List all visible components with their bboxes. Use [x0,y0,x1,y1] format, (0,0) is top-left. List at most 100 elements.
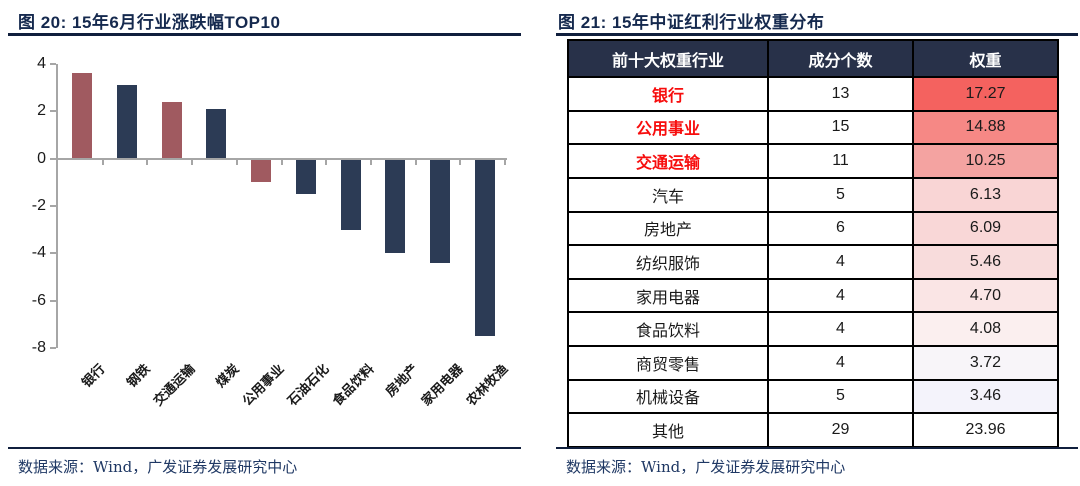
weight-cell: 6.13 [912,176,1059,213]
y-tick-label: 2 [37,102,46,120]
weight-cell: 3.72 [912,345,1059,381]
count-cell: 13 [767,76,914,112]
industry-cell: 房地产 [567,210,769,247]
table-header: 前十大权重行业 成分个数 权重 [567,39,1059,78]
y-tick-label: -8 [31,339,46,356]
column-header-2: 权重 [912,39,1059,78]
figure-20-title-rule [8,33,521,36]
table-row-5: 纺织服饰 4 5.46 [567,244,1059,280]
count-cell: 4 [767,277,914,314]
y-tick-label: 0 [37,149,46,167]
count-cell: 6 [767,210,914,247]
x-category-label-7: 房地产 [382,361,421,400]
table-row-1: 公用事业 15 14.88 [567,109,1059,146]
x-axis-tick [146,159,149,165]
industry-change-bar-chart: 4 2 0 -2 -4 -6 -8 银行 钢铁 交通运输 煤炭 公用事业 石油石化 食品饮料 房地产 家用电器… [31,55,511,409]
weight-cell: 6.09 [912,210,1059,247]
figure-21-title-rule [556,33,1078,36]
y-axis-tick [50,63,56,65]
count-cell: 5 [767,176,914,213]
count-cell: 5 [767,378,914,415]
industry-cell: 家用电器 [567,277,769,314]
y-tick-label: 4 [37,55,46,72]
industry-cell: 银行 [567,76,769,112]
count-cell: 15 [767,109,914,146]
x-category-label-5: 石油石化 [284,361,332,409]
x-axis [56,157,507,160]
table-row-7: 食品饮料 4 4.08 [567,311,1059,347]
bar-8 [429,158,450,263]
y-axis-tick [50,157,56,160]
y-tick-label: -4 [31,244,46,262]
industry-cell: 交通运输 [567,143,769,179]
x-category-label-1: 钢铁 [123,361,153,391]
x-axis-tick [191,159,194,165]
y-axis-tick [50,205,56,207]
x-category-label-8: 家用电器 [418,361,466,409]
weight-cell: 23.96 [912,412,1059,448]
industry-cell: 纺织服饰 [567,244,769,280]
industry-cell: 食品饮料 [567,311,769,347]
x-axis-tick [101,159,104,165]
figure-20-title: 图 20: 15年6月行业涨跌幅TOP10 [18,13,281,32]
x-axis-tick [414,159,417,165]
y-tick-label: -6 [31,291,46,309]
x-axis-tick [504,159,506,165]
x-axis-tick [280,159,283,165]
bar-3 [206,108,227,159]
y-axis-tick [50,252,56,255]
x-axis-tick [369,159,372,165]
y-tick-label: -2 [31,197,46,214]
bar-0 [72,73,93,159]
column-header-1: 成分个数 [767,39,914,78]
count-cell: 4 [767,311,914,347]
table-row-4: 房地产 6 6.09 [567,210,1059,247]
figure-21-title: 图 21: 15年中证红利行业权重分布 [558,13,825,32]
weight-cell: 14.88 [912,109,1059,146]
industry-cell: 其他 [567,412,769,448]
figure-20-footer-rule [8,447,521,449]
bar-9 [474,158,495,337]
table-row-0: 银行 13 17.27 [567,76,1059,112]
weight-cell: 3.46 [912,378,1059,415]
y-axis-tick [50,299,56,302]
industry-cell: 汽车 [567,176,769,213]
table-row-10: 其他 29 23.96 [567,412,1059,448]
x-axis-tick [325,159,328,165]
table-row-3: 汽车 5 6.13 [567,176,1059,213]
figure-21-footer-rule [556,447,1078,449]
y-axis [56,64,58,348]
weight-cell: 5.46 [912,244,1059,280]
table-row-8: 商贸零售 4 3.72 [567,345,1059,381]
x-category-label-0: 银行 [79,361,109,391]
x-category-label-3: 煤炭 [213,361,243,391]
industry-cell: 公用事业 [567,109,769,146]
table-row-6: 家用电器 4 4.70 [567,277,1059,314]
x-axis-tick [459,159,462,165]
weight-cell: 4.70 [912,277,1059,314]
weight-cell: 4.08 [912,311,1059,347]
x-category-label-9: 农林牧渔 [462,361,511,409]
x-category-label-6: 食品饮料 [328,361,377,409]
count-cell: 4 [767,244,914,280]
figure-20-source: 数据来源：Wind，广发证券发展研究中心 [18,458,298,476]
table-row-9: 机械设备 5 3.46 [567,378,1059,415]
table-row-2: 交通运输 11 10.25 [567,143,1059,179]
count-cell: 29 [767,412,914,448]
bar-5 [295,158,316,195]
x-category-label-2: 交通运输 [150,361,198,409]
bar-6 [340,158,361,230]
industry-cell: 机械设备 [567,378,769,415]
weight-cell: 17.27 [912,76,1059,112]
count-cell: 4 [767,345,914,381]
x-axis-tick [235,159,238,165]
bar-4 [251,158,272,183]
bar-2 [161,101,182,159]
column-header-0: 前十大权重行业 [567,39,769,78]
industry-cell: 商贸零售 [567,345,769,381]
bar-1 [117,85,138,159]
y-axis-tick [50,347,56,349]
y-axis-tick [50,110,56,113]
x-category-label-4: 公用事业 [239,361,287,409]
